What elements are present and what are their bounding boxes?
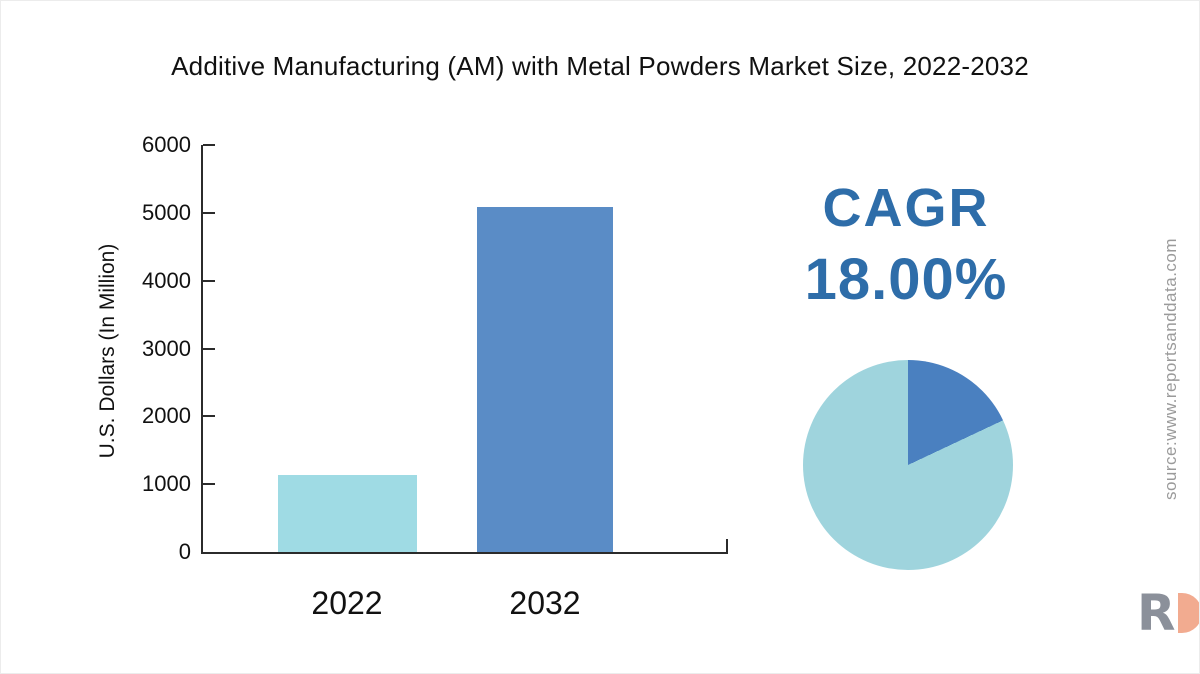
- pie-chart: [803, 360, 1013, 570]
- cagr-block: CAGR 18.00%: [756, 181, 1056, 309]
- bar-plot: 0 1000 2000 3000 4000 5000 6000 2022 2032: [142, 134, 728, 621]
- x-tick-label-2032: 2032: [509, 585, 581, 621]
- logo-letter-r: R: [1137, 584, 1176, 642]
- bar-2022: [278, 475, 417, 552]
- y-tick-label: 2000: [142, 403, 191, 429]
- y-axis-label: U.S. Dollars (In Million): [96, 243, 119, 459]
- y-tick-label: 1000: [142, 471, 191, 497]
- reports-and-data-logo: R: [1137, 584, 1199, 642]
- y-tick-mark: [203, 211, 215, 214]
- y-tick-label: 3000: [142, 335, 191, 361]
- y-tick-mark: [203, 347, 215, 350]
- y-tick-mark: [203, 279, 215, 282]
- y-tick-label: 5000: [142, 199, 191, 225]
- y-tick-label: 4000: [142, 267, 191, 293]
- cagr-value: 18.00%: [804, 247, 1008, 312]
- cagr-label: CAGR: [822, 178, 990, 238]
- y-tick-label: 6000: [142, 132, 191, 157]
- x-tick-label-2022: 2022: [311, 585, 383, 621]
- y-tick-mark: [203, 483, 215, 486]
- chart-title: Additive Manufacturing (AM) with Metal P…: [171, 51, 1029, 81]
- y-tick-mark: [203, 144, 215, 146]
- source-note: source:www.reportsanddata.com: [1161, 237, 1180, 501]
- logo-half-disc-d-icon: [1177, 593, 1199, 633]
- bar-2032: [477, 207, 613, 552]
- y-tick-label: 0: [178, 539, 191, 564]
- y-tick-mark: [203, 415, 215, 418]
- x-axis-end-tick: [726, 539, 728, 552]
